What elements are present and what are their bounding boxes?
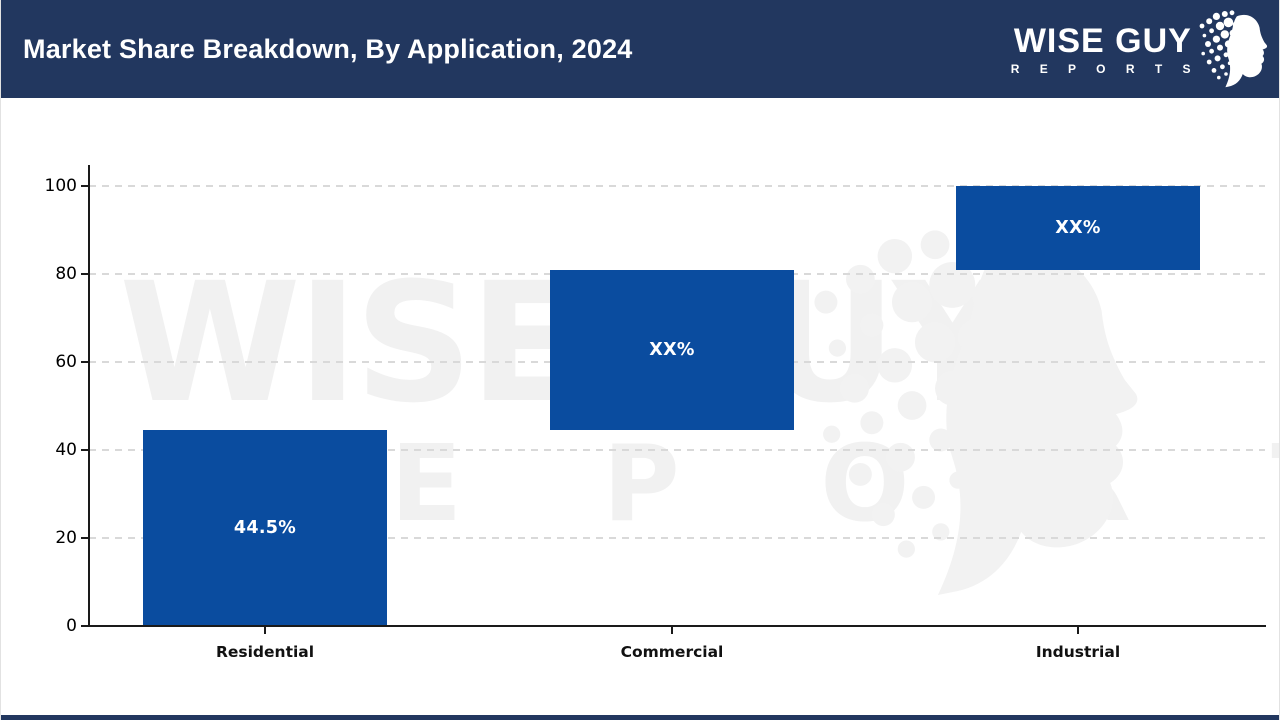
watermark-face-icon xyxy=(797,216,1142,618)
chart-title: Market Share Breakdown, By Application, … xyxy=(23,33,633,64)
x-tick-mark xyxy=(1077,627,1079,634)
x-tick-mark xyxy=(671,627,673,634)
bar-value-label: XX% xyxy=(649,339,695,360)
x-category-label: Commercial xyxy=(620,643,724,661)
y-tick-label: 80 xyxy=(55,264,77,284)
x-category-label: Residential xyxy=(215,643,315,661)
y-tick-mark xyxy=(81,537,89,539)
bar-residential: 44.5% xyxy=(143,430,387,626)
y-tick-label: 100 xyxy=(44,176,77,196)
chart-plot-area: WISE GUY R E P O R T S 02040608010044.5%… xyxy=(1,98,1279,720)
y-tick-mark xyxy=(81,185,89,187)
x-tick-mark xyxy=(264,627,266,634)
y-axis-line xyxy=(88,165,90,627)
x-category-label: Industrial xyxy=(1035,643,1121,661)
y-tick-label: 60 xyxy=(55,352,77,372)
gridline xyxy=(89,537,1265,539)
y-tick-label: 40 xyxy=(55,440,77,460)
y-tick-mark xyxy=(81,273,89,275)
y-tick-mark xyxy=(81,361,89,363)
y-tick-label: 0 xyxy=(66,616,77,636)
bar-commercial: XX% xyxy=(550,269,794,431)
bar-value-label: XX% xyxy=(1055,217,1101,238)
gridline xyxy=(89,185,1265,187)
y-tick-mark xyxy=(81,625,89,627)
gridline xyxy=(89,449,1265,451)
bar-industrial: XX% xyxy=(956,186,1200,270)
y-tick-mark xyxy=(81,449,89,451)
logo-subtext: R E P O R T S xyxy=(1010,61,1199,76)
footer-band xyxy=(1,715,1279,720)
bar-value-label: 44.5% xyxy=(233,518,297,539)
logo-face-icon xyxy=(1193,8,1271,92)
y-tick-label: 20 xyxy=(55,528,77,548)
logo-wordmark: WISE GUY xyxy=(1013,22,1192,61)
header-band: Market Share Breakdown, By Application, … xyxy=(1,0,1279,98)
wiseguy-logo: WISE GUY R E P O R T S xyxy=(1007,8,1271,92)
x-axis-line xyxy=(88,625,1266,627)
